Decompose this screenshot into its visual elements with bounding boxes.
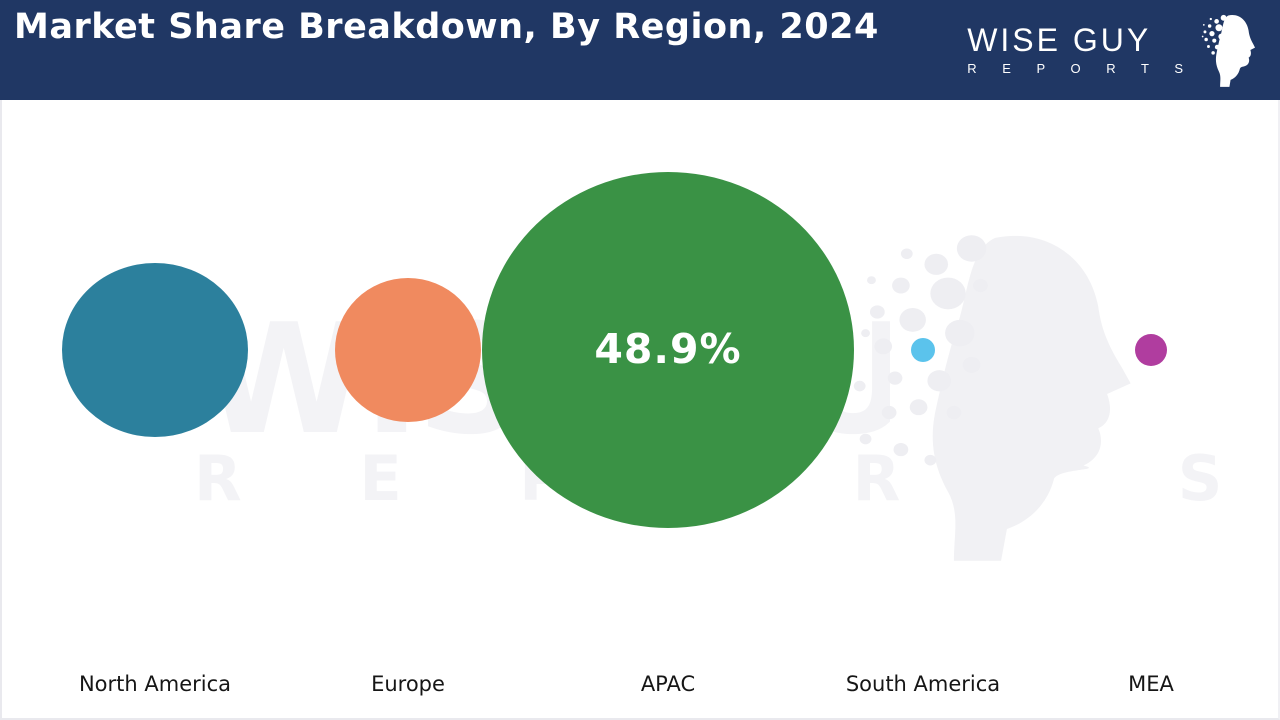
page-title: Market Share Breakdown, By Region, 2024 <box>14 7 879 47</box>
wise-guy-logo: WISE GUY R E P O R T S <box>967 12 1262 88</box>
category-label-mea: MEA <box>1128 672 1174 696</box>
category-label-europe: Europe <box>371 672 445 696</box>
logo-subtext: R E P O R T S <box>967 60 1194 76</box>
bubble-mea <box>1135 334 1167 366</box>
apac-value-label: 48.9% <box>594 325 742 374</box>
bubble-europe <box>335 278 481 422</box>
logo-head-icon <box>1201 14 1256 87</box>
logo-wordmark-block: WISE GUY R E P O R T S <box>967 24 1194 76</box>
watermark-head <box>853 235 1131 561</box>
bubble-north-america <box>62 263 248 437</box>
category-label-north-america: North America <box>78 672 232 696</box>
category-label-apac: APAC <box>640 672 696 696</box>
header-bar: Market Share Breakdown, By Region, 2024 … <box>0 0 1280 100</box>
category-label-south-america: South America <box>845 672 1001 696</box>
logo-wordmark: WISE GUY <box>967 22 1152 59</box>
bubble-chart: WISE GUY R E P O R T S 48.9% North Am <box>0 100 1280 720</box>
bubble-south-america <box>911 338 935 362</box>
bubble-apac <box>482 172 854 528</box>
